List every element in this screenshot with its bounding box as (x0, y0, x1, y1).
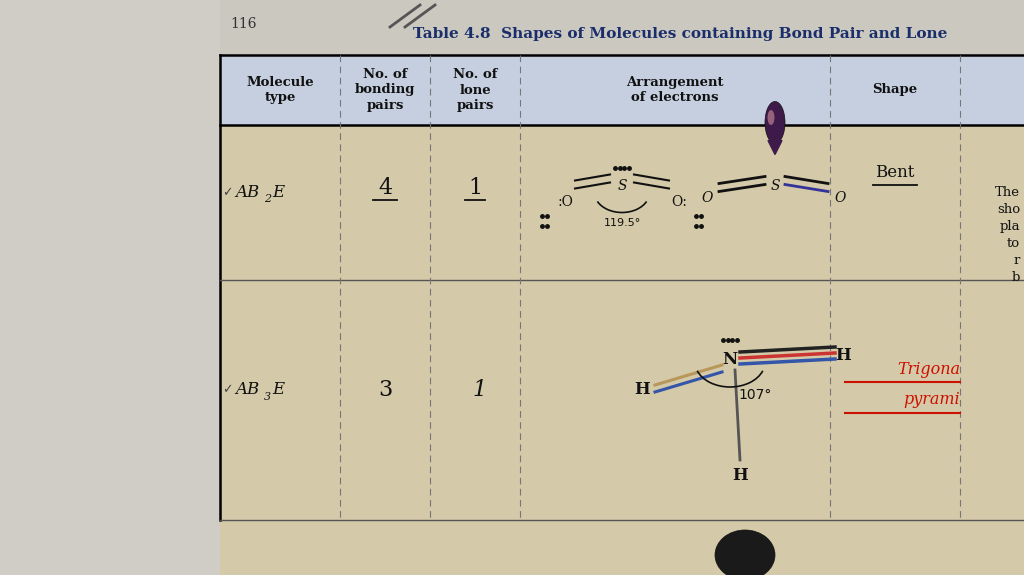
Text: Bent: Bent (876, 164, 914, 181)
Text: O:: O: (671, 196, 687, 209)
Text: Table 4.8  Shapes of Molecules containing Bond Pair and Lone: Table 4.8 Shapes of Molecules containing… (413, 27, 947, 41)
Text: 3: 3 (378, 379, 392, 401)
Text: S: S (770, 178, 779, 193)
Text: O: O (835, 190, 846, 205)
Text: No. of
bonding
pairs: No. of bonding pairs (354, 68, 415, 112)
Text: N: N (723, 351, 737, 369)
Bar (220, 55, 1024, 125)
Text: E: E (272, 381, 284, 398)
Text: ✓: ✓ (222, 384, 232, 397)
Text: 1: 1 (473, 379, 487, 401)
Text: sho: sho (997, 203, 1020, 216)
Text: Shape: Shape (872, 83, 918, 97)
Text: E: E (272, 184, 284, 201)
Text: AB: AB (234, 184, 259, 201)
Ellipse shape (768, 110, 774, 125)
Ellipse shape (765, 102, 785, 144)
Text: 1: 1 (468, 177, 482, 198)
Text: Molecule
type: Molecule type (246, 76, 313, 104)
Bar (220, 55, 1024, 575)
Text: H: H (634, 381, 650, 398)
Text: No. of
lone
pairs: No. of lone pairs (453, 68, 498, 112)
Text: pla: pla (999, 220, 1020, 233)
Text: to: to (1007, 237, 1020, 250)
Text: O: O (701, 190, 713, 205)
Text: H: H (836, 347, 851, 363)
Text: S: S (617, 178, 627, 193)
Text: Arrangement
of electrons: Arrangement of electrons (627, 76, 724, 104)
Text: :O: :O (557, 196, 573, 209)
Polygon shape (768, 140, 782, 155)
Text: 3: 3 (264, 392, 271, 402)
Text: b: b (1012, 271, 1020, 284)
Ellipse shape (715, 530, 775, 575)
Text: 107°: 107° (738, 388, 772, 402)
Text: Trigona: Trigona (897, 362, 961, 378)
Text: 116: 116 (230, 17, 256, 31)
Text: 2: 2 (264, 194, 271, 205)
Bar (0, 0, 220, 575)
Text: 119.5°: 119.5° (603, 217, 641, 228)
Text: 4: 4 (378, 177, 392, 198)
Text: AB: AB (234, 381, 259, 398)
Text: r: r (1014, 254, 1020, 267)
Text: H: H (732, 466, 748, 484)
Text: ✓: ✓ (222, 186, 232, 199)
Text: pyrami: pyrami (903, 392, 961, 408)
Text: The: The (995, 186, 1020, 199)
